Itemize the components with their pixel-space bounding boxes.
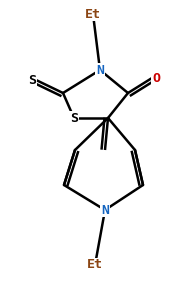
Text: N: N [96, 63, 104, 77]
Text: S: S [70, 112, 78, 124]
Text: Et: Et [87, 259, 103, 271]
Text: S: S [28, 74, 36, 86]
Text: Et: Et [85, 7, 101, 21]
Text: O: O [152, 71, 160, 85]
Text: N: N [101, 204, 109, 216]
